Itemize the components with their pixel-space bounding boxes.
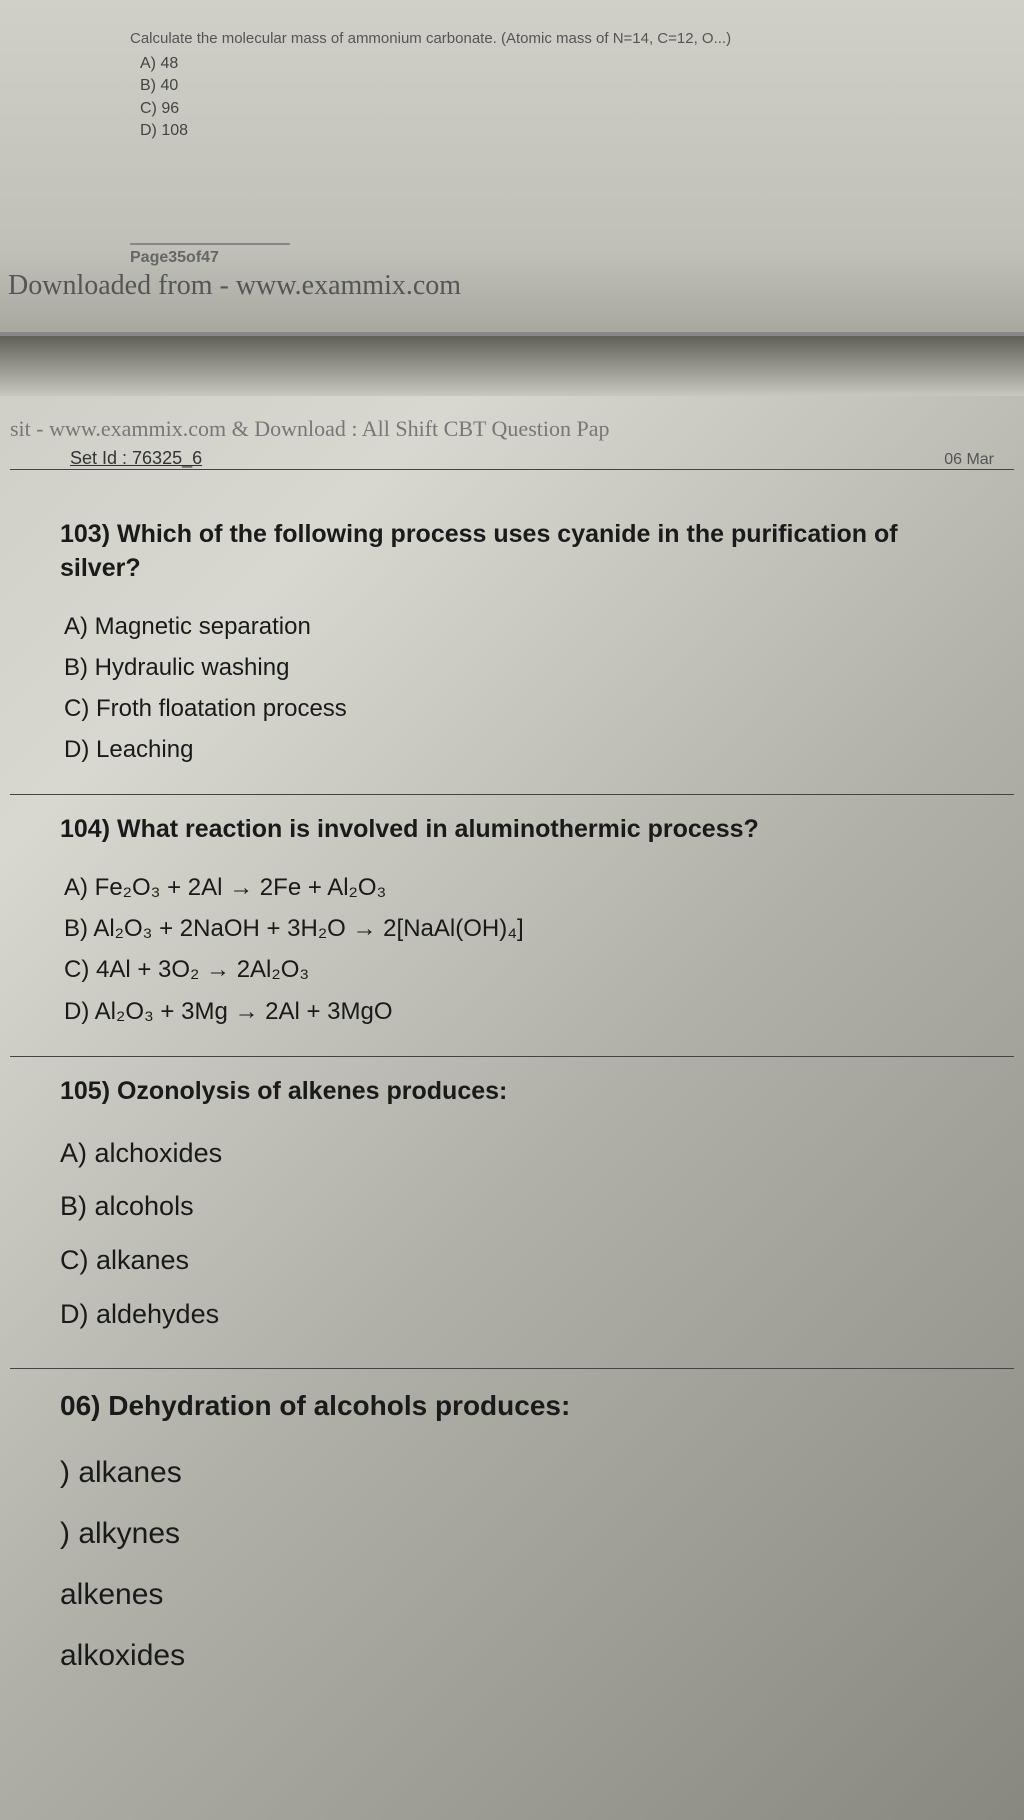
faded-option-a: A) 48 [140,53,984,75]
q105-option-c: C) alkanes [60,1238,984,1284]
faded-option-d: D) 108 [140,120,984,142]
q104-option-b: B) Al₂O₃ + 2NaOH + 3H₂O → 2[NaAl(OH)₄] [64,910,984,947]
q103-option-c: C) Froth floatation process [64,690,984,727]
q103-text: 103) Which of the following process uses… [60,518,984,586]
q105-option-b: B) alcohols [60,1184,984,1230]
set-id-row: Set Id : 76325_6 06 Mar [10,448,1014,470]
question-105: 105) Ozonolysis of alkenes produces: A) … [10,1057,1014,1369]
q105-text: 105) Ozonolysis of alkenes produces: [60,1075,984,1109]
q104-option-d: D) Al₂O₃ + 3Mg → 2Al + 3MgO [64,993,984,1030]
exam-date: 06 Mar [944,451,994,469]
q105-option-a: A) alchoxides [60,1131,984,1177]
q104-option-a: A) Fe₂O₃ + 2Al → 2Fe + Al₂O₃ [64,869,984,906]
q103-option-b: B) Hydraulic washing [64,649,984,686]
q103-option-d: D) Leaching [64,731,984,768]
question-106: 06) Dehydration of alcohols produces: ) … [10,1369,1014,1713]
faded-option-c: C) 96 [140,98,984,120]
q106-option-a: ) alkanes [60,1447,984,1498]
q104-option-c: C) 4Al + 3O₂ → 2Al₂O₃ [64,951,984,988]
header-text: sit - www.exammix.com & Download : All S… [0,396,1024,448]
question-104: 104) What reaction is involved in alumin… [10,795,1014,1057]
q106-option-c: alkenes [60,1569,984,1620]
faded-option-b: B) 40 [140,75,984,97]
top-page-fragment: Calculate the molecular mass of ammonium… [0,0,1024,250]
q106-option-b: ) alkynes [60,1508,984,1559]
q106-option-d: alkoxides [60,1630,984,1681]
question-103: 103) Which of the following process uses… [10,500,1014,795]
set-id: Set Id : 76325_6 [70,448,202,469]
q103-option-a: A) Magnetic separation [64,608,984,645]
faded-question: Calculate the molecular mass of ammonium… [130,30,984,47]
q104-text: 104) What reaction is involved in alumin… [60,813,984,847]
page-fold [0,336,1024,396]
q106-text: 06) Dehydration of alcohols produces: [60,1387,984,1425]
q105-option-d: D) aldehydes [60,1292,984,1338]
